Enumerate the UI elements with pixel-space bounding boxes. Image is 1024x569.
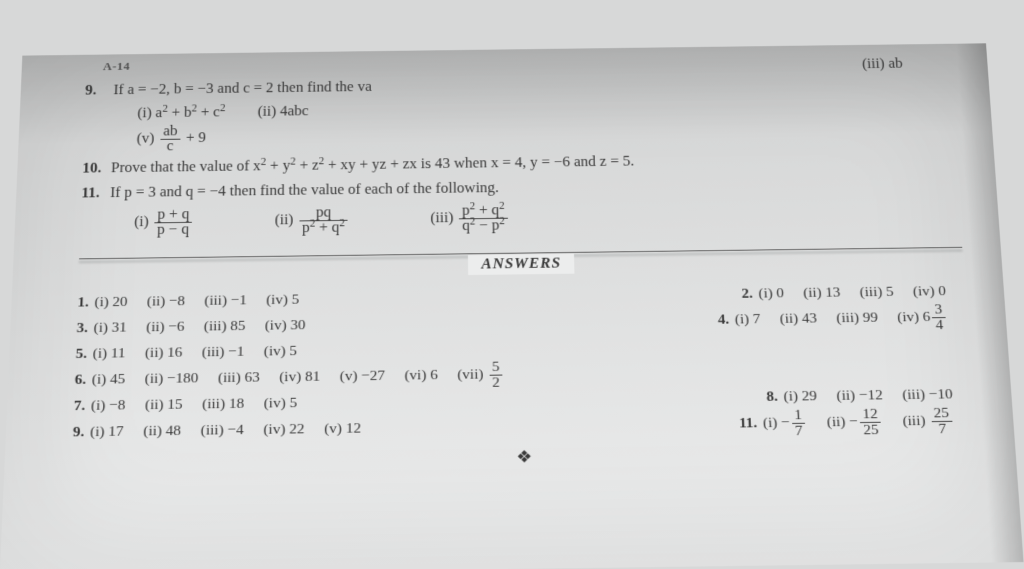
- answers-2: 2. (i) 0: [741, 286, 784, 303]
- ans-5-ii: (ii) 16: [145, 345, 183, 362]
- answers-7: 7. (i) −8: [73, 398, 125, 416]
- ans-6-v: (v) −27: [340, 368, 385, 385]
- q11-opt-ii: (ii) pq p2 + q2: [274, 206, 349, 237]
- answers-1: 1. (i) 20: [77, 294, 128, 311]
- ans-3-iv: (iv) 30: [265, 318, 306, 335]
- ans-5-iii: (iii) −1: [202, 344, 245, 361]
- answers-3: 3. (i) 31: [76, 320, 127, 337]
- answers-8: 8. (i) 29: [766, 388, 817, 405]
- ans-7-iv: (iv) 5: [264, 395, 298, 412]
- ans-8-iii: (iii) −10: [902, 387, 953, 404]
- ans-3-iii: (iii) 85: [204, 318, 246, 335]
- ans-6-vii: (vii) 52: [457, 360, 505, 390]
- answers-heading-wrap: ANSWERS: [78, 247, 964, 289]
- ans-2-iv: (iv) 0: [912, 284, 946, 301]
- ans-9-iii: (iii) −4: [201, 422, 244, 439]
- ans-7-iii: (iii) 18: [202, 396, 244, 413]
- page-code: A-14: [103, 59, 131, 73]
- ans-11-iii: (iii) 257: [902, 406, 956, 437]
- ans-1-iii: (iii) −1: [204, 293, 247, 310]
- ans-6-iv: (iv) 81: [279, 369, 320, 386]
- ans-6-ii: (ii) −180: [145, 371, 199, 388]
- ans-4-iii: (iii) 99: [836, 310, 878, 327]
- answers-6: 6. (i) 45: [74, 371, 125, 388]
- answers-5: 5. (i) 11: [75, 346, 125, 363]
- q11-opt-i: (i) p + q p − q: [134, 208, 195, 238]
- ans-1-iv: (iv) 5: [266, 292, 299, 309]
- ans-1-ii: (ii) −8: [147, 294, 186, 311]
- q11-iii-fraction: p2 + q2 q2 − p2: [459, 204, 508, 234]
- question-number-11: 11.: [81, 183, 100, 205]
- question-number-9: 9.: [85, 81, 97, 103]
- ans-6-iii: (iii) 63: [218, 370, 260, 387]
- ans-4-ii: (ii) 43: [779, 311, 817, 328]
- ans-2-ii: (ii) 13: [803, 285, 841, 302]
- answers-11: 11. (i) −17: [738, 408, 808, 439]
- ans-9-ii: (ii) 48: [143, 423, 181, 440]
- questions-block: 9. If a = −2, b = −3 and c = 2 then find…: [80, 70, 961, 239]
- answers-grid: 1. (i) 20 (ii) −8 (iii) −1 (iv) 5 2. (i)…: [72, 283, 975, 448]
- ans-8-ii: (ii) −12: [836, 387, 883, 404]
- ans-7-ii: (ii) 15: [145, 397, 183, 414]
- end-ornament-icon: ❖: [71, 442, 976, 474]
- answers-heading: ANSWERS: [468, 254, 575, 275]
- q11-i-fraction: p + q p − q: [154, 208, 192, 238]
- q10-stem: Prove that the value of x2 + y2 + z2 + x…: [111, 154, 635, 176]
- q9-opt-i: (i) a2 + b2 + c2: [137, 102, 225, 125]
- q9-opt-v: (v) ab c + 9: [136, 124, 206, 154]
- q9-stem: If a = −2, b = −3 and c = 2 then find th…: [113, 80, 372, 98]
- question-9: 9. If a = −2, b = −3 and c = 2 then find…: [83, 70, 955, 155]
- ans-9-v: (v) 12: [324, 421, 361, 438]
- q9-opt-ii: (ii) 4abc: [257, 101, 308, 123]
- q9-v-fraction: ab c: [160, 124, 181, 153]
- question-11: 11. If p = 3 and q = −4 then find the va…: [80, 172, 961, 239]
- ans-9-iv: (iv) 22: [263, 421, 304, 438]
- answers-4: 4. (i) 7: [718, 312, 761, 329]
- q11-opt-iii: (iii) p2 + q2 q2 − p2: [430, 204, 510, 235]
- answers-9: 9. (i) 17: [73, 424, 124, 442]
- textbook-page: A-14 (iii) ab 9. If a = −2, b = −3 and c…: [0, 43, 1024, 569]
- q11-options: (i) p + q p − q (ii) pq p2 + q2 (iii): [109, 198, 961, 239]
- ans-6-vi: (vi) 6: [404, 367, 437, 384]
- ans-3-ii: (ii) −6: [146, 319, 185, 336]
- question-number-10: 10.: [82, 158, 102, 180]
- q11-stem: If p = 3 and q = −4 then find the value …: [110, 181, 499, 201]
- ans-4-iv: (iv) 634: [896, 303, 948, 333]
- ans-5-iv: (iv) 5: [264, 343, 297, 360]
- q11-ii-fraction: pq p2 + q2: [299, 206, 348, 236]
- ans-11-ii: (ii) −1225: [826, 407, 884, 438]
- ans-2-iii: (iii) 5: [859, 284, 894, 301]
